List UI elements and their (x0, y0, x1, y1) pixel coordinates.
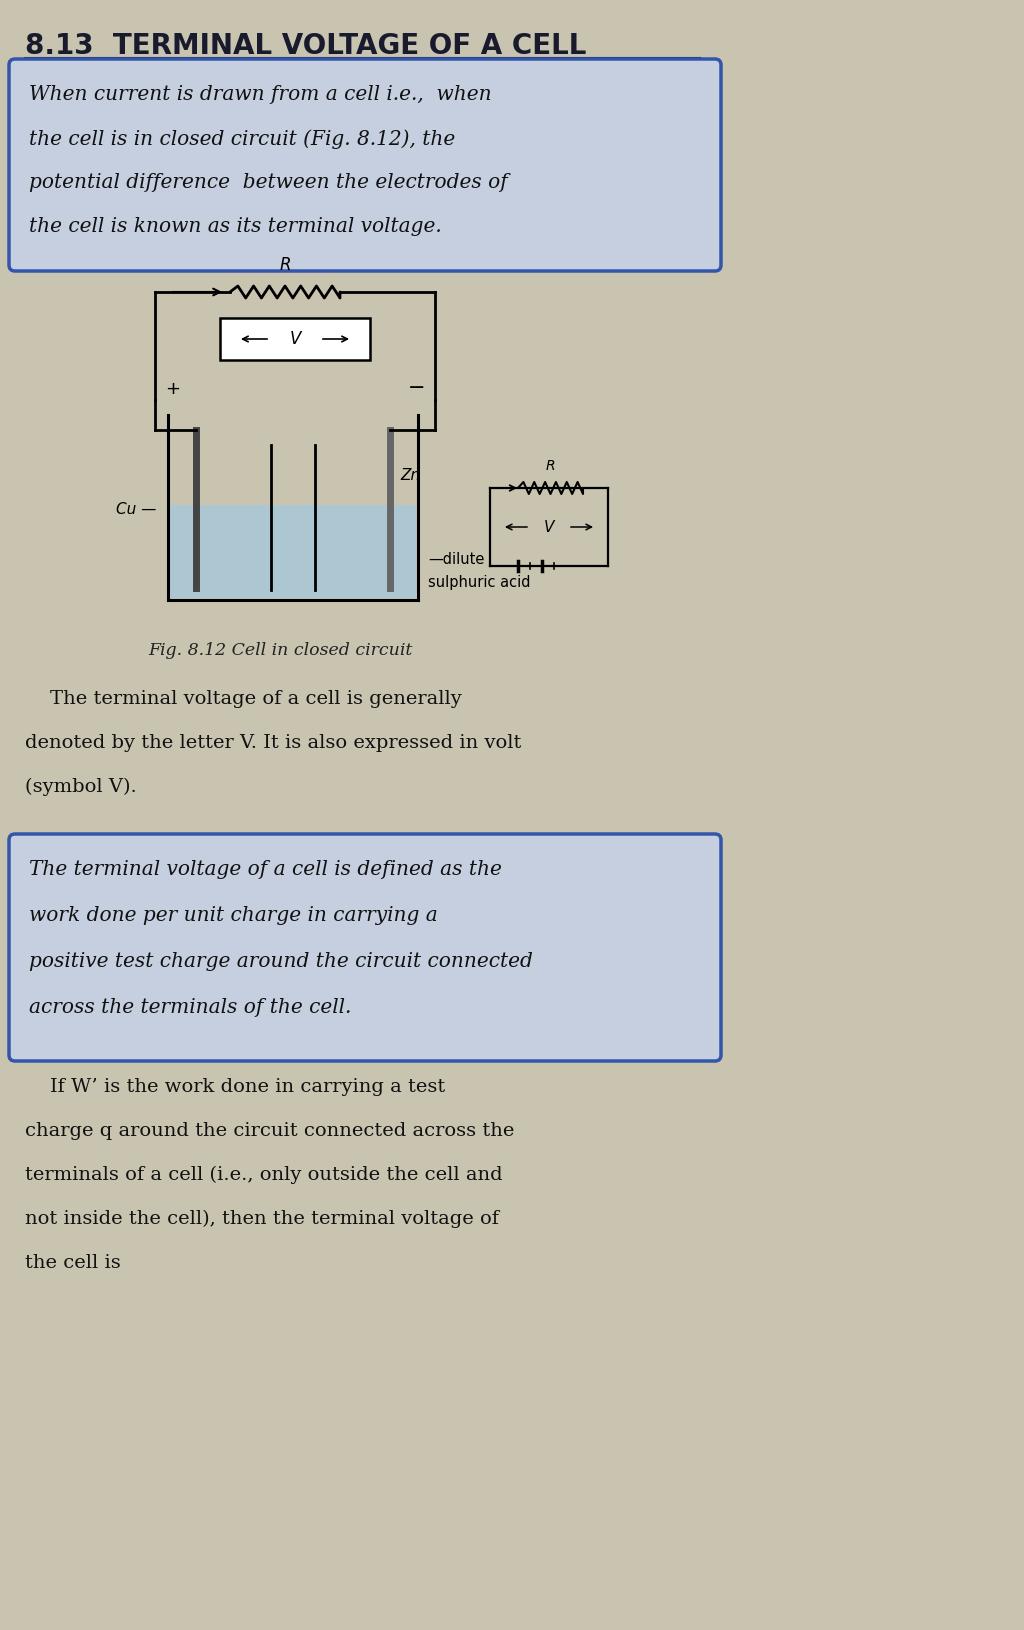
Text: Fig. 8.12 Cell in closed circuit: Fig. 8.12 Cell in closed circuit (147, 642, 413, 659)
Text: potential difference  between the electrodes of: potential difference between the electro… (29, 173, 508, 192)
Text: If W’ is the work done in carrying a test: If W’ is the work done in carrying a tes… (25, 1077, 445, 1095)
Text: terminals of a cell (i.e., only outside the cell and: terminals of a cell (i.e., only outside … (25, 1165, 503, 1185)
Text: denoted by the letter V. It is also expressed in volt: denoted by the letter V. It is also expr… (25, 734, 521, 751)
Text: V: V (290, 329, 301, 347)
Text: Zn: Zn (400, 468, 420, 482)
Text: R: R (280, 256, 291, 274)
Text: charge q around the circuit connected across the: charge q around the circuit connected ac… (25, 1121, 514, 1139)
Text: work done per unit charge in carrying a: work done per unit charge in carrying a (29, 906, 437, 924)
FancyBboxPatch shape (9, 59, 721, 271)
Text: positive test charge around the circuit connected: positive test charge around the circuit … (29, 952, 532, 971)
Text: the cell is in closed circuit (Fig. 8.12), the: the cell is in closed circuit (Fig. 8.12… (29, 129, 456, 148)
Text: not inside the cell), then the terminal voltage of: not inside the cell), then the terminal … (25, 1209, 499, 1229)
Text: the cell is known as its terminal voltage.: the cell is known as its terminal voltag… (29, 217, 441, 236)
Text: across the terminals of the cell.: across the terminals of the cell. (29, 998, 351, 1017)
Text: When current is drawn from a cell i.e.,  when: When current is drawn from a cell i.e., … (29, 85, 492, 104)
Text: sulphuric acid: sulphuric acid (428, 575, 530, 590)
Text: The terminal voltage of a cell is defined as the: The terminal voltage of a cell is define… (29, 861, 502, 879)
Text: 8.13  TERMINAL VOLTAGE OF A CELL: 8.13 TERMINAL VOLTAGE OF A CELL (25, 33, 587, 60)
Bar (220, 318, 370, 360)
Text: the cell is: the cell is (25, 1253, 121, 1271)
Text: —dilute: —dilute (428, 553, 484, 567)
Text: −: − (408, 378, 425, 398)
Text: (symbol V).: (symbol V). (25, 778, 137, 795)
FancyBboxPatch shape (9, 835, 721, 1061)
Bar (170, 505, 416, 598)
Text: +: + (165, 380, 180, 398)
Text: The terminal voltage of a cell is generally: The terminal voltage of a cell is genera… (25, 689, 462, 707)
Text: V: V (544, 520, 554, 535)
Text: R: R (545, 460, 555, 473)
Text: Cu —: Cu — (116, 502, 156, 517)
